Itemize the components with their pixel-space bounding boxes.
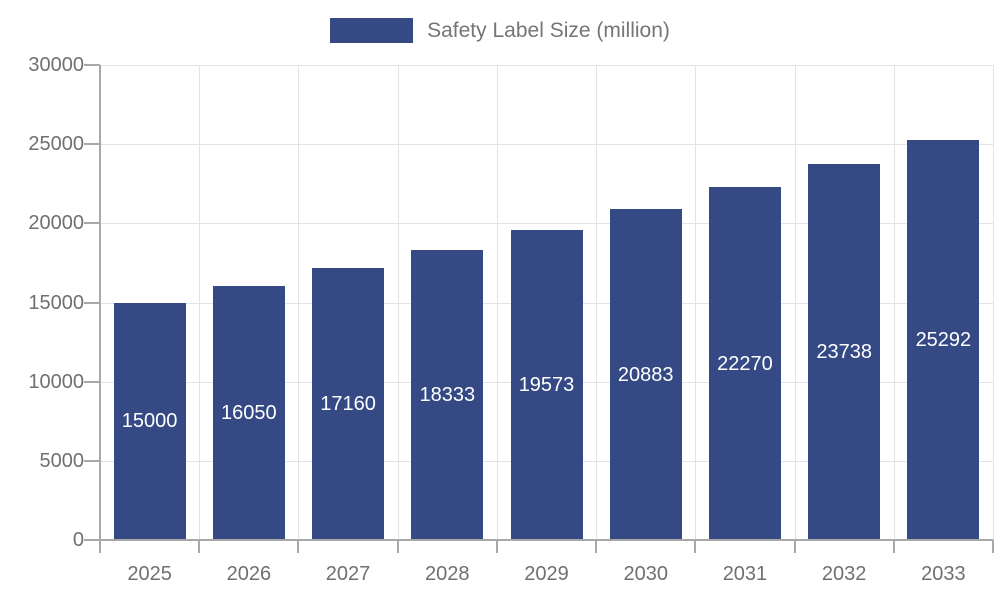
x-tick-label: 2029 <box>524 563 569 585</box>
bar <box>113 302 186 540</box>
y-tick-label: 15000 <box>28 291 84 314</box>
bar <box>312 268 385 540</box>
bar <box>212 285 285 540</box>
x-tick-label: 2025 <box>127 563 172 585</box>
legend[interactable]: Safety Label Size (million) <box>0 18 1000 43</box>
x-tick-label: 2033 <box>921 563 966 585</box>
x-tick <box>793 540 796 553</box>
y-tick-label: 20000 <box>28 212 84 235</box>
bar <box>708 187 781 540</box>
y-tick-label: 10000 <box>28 370 84 393</box>
bar-value-label: 18333 <box>419 383 476 406</box>
v-gridline <box>893 65 895 540</box>
bar-value-label: 17160 <box>320 393 376 416</box>
v-gridline <box>298 65 300 540</box>
bar-value-label: 15000 <box>121 410 178 433</box>
y-tick-label: 25000 <box>28 133 84 156</box>
x-tick-label: 2028 <box>425 563 470 585</box>
x-tick-label: 2026 <box>226 563 272 585</box>
v-gridline <box>199 65 201 540</box>
x-tick-label: 2032 <box>821 563 867 585</box>
x-tick-label: 2030 <box>623 563 668 585</box>
y-tick <box>84 380 100 383</box>
x-tick <box>495 540 498 553</box>
bar-value-label: 20883 <box>617 363 674 386</box>
v-gridline <box>596 65 598 540</box>
h-gridline <box>100 144 993 146</box>
x-tick <box>595 540 598 553</box>
h-gridline <box>100 65 993 66</box>
y-tick-label: 0 <box>72 529 84 551</box>
y-tick-label: 5000 <box>39 449 85 472</box>
bar <box>907 139 980 540</box>
v-gridline <box>993 65 994 540</box>
y-tick-label: 30000 <box>28 54 84 76</box>
x-axis-line <box>84 539 993 541</box>
legend-label: Safety Label Size (million) <box>427 18 670 42</box>
x-tick <box>694 540 697 553</box>
v-gridline <box>794 65 796 540</box>
legend-swatch <box>330 18 414 43</box>
y-tick <box>84 222 100 225</box>
y-tick <box>84 301 100 304</box>
bar-value-label: 25292 <box>915 328 972 351</box>
bar <box>510 230 583 540</box>
x-tick-label: 2027 <box>325 563 371 585</box>
y-tick <box>84 64 100 66</box>
bar-value-label: 23738 <box>816 341 872 364</box>
bar-value-label: 16050 <box>221 401 277 424</box>
h-gridline <box>100 223 993 225</box>
bar <box>411 249 484 540</box>
x-tick <box>198 540 201 553</box>
v-gridline <box>496 65 498 540</box>
x-tick-label: 2031 <box>722 563 768 585</box>
bar-value-label: 22270 <box>717 352 773 375</box>
x-tick <box>396 540 399 553</box>
bar <box>609 209 682 540</box>
bar <box>808 164 881 540</box>
x-tick <box>992 540 994 553</box>
y-tick <box>84 459 100 462</box>
y-axis-line <box>99 65 101 541</box>
x-tick <box>297 540 300 553</box>
x-tick <box>892 540 895 553</box>
x-tick <box>99 540 101 553</box>
v-gridline <box>695 65 697 540</box>
bar-value-label: 19573 <box>518 374 575 397</box>
v-gridline <box>397 65 399 540</box>
y-tick <box>84 143 100 146</box>
